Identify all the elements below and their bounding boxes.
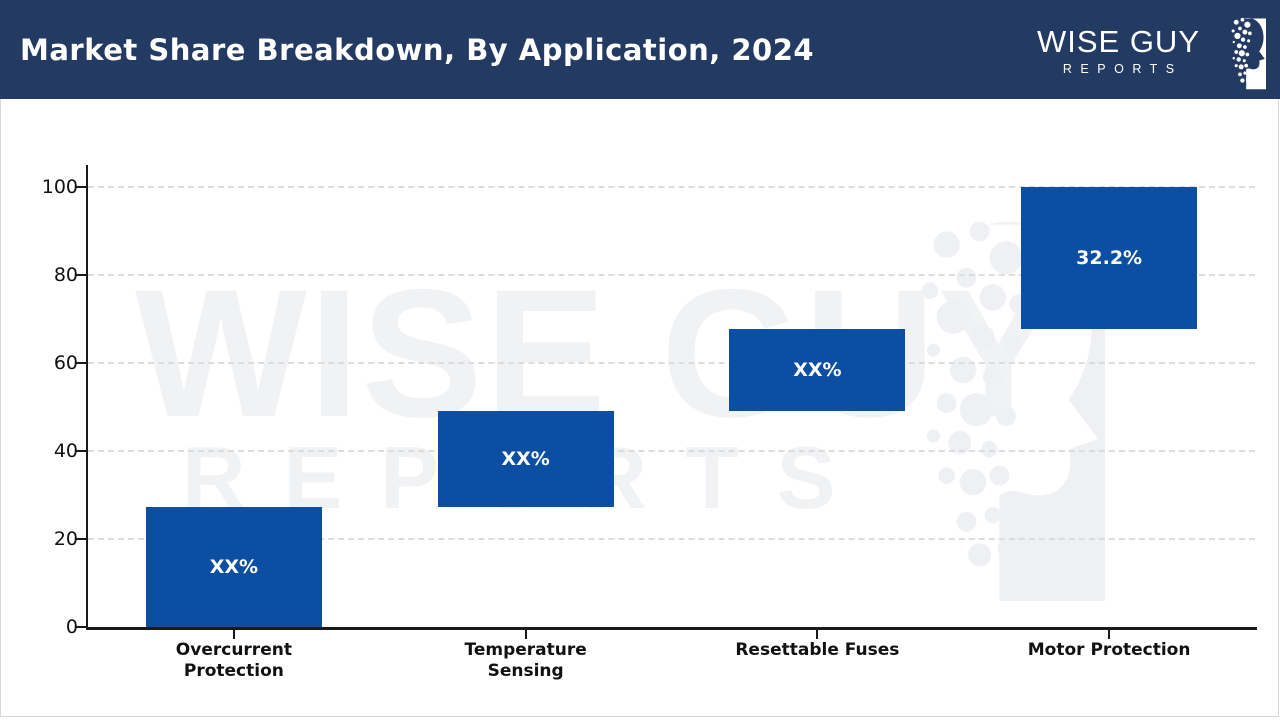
y-tick-mark-40 — [76, 450, 86, 452]
x-category-label-line: Protection — [183, 660, 284, 681]
y-tick-label-40: 40 — [53, 440, 78, 462]
logo-wordmark: WISE GUY — [1036, 24, 1200, 59]
bar-value-label: 32.2% — [1076, 246, 1143, 269]
bar-motor-protection: 32.2% — [1021, 187, 1198, 329]
x-category-label-line: Overcurrent — [175, 640, 292, 660]
gridline-40 — [88, 450, 1255, 452]
chart-title: Market Share Breakdown, By Application, … — [20, 32, 815, 67]
x-category-label-line: Temperature — [464, 640, 587, 660]
y-tick-mark-100 — [76, 186, 86, 188]
y-axis-line — [86, 165, 88, 629]
x-axis-line — [86, 627, 1257, 630]
bar-value-label: XX% — [793, 358, 842, 381]
x-tick-mark-3 — [1108, 630, 1111, 639]
bar-resettable-fuses: XX% — [729, 328, 906, 411]
x-category-label-resettable-fuses: Resettable Fuses — [697, 640, 937, 661]
wise-guy-logo: WISE GUY REPORTS — [1028, 6, 1268, 94]
x-category-label-motor-protection: Motor Protection — [989, 640, 1229, 661]
bar-temperature-sensing: XX% — [437, 410, 614, 507]
y-tick-mark-80 — [76, 274, 86, 276]
x-tick-mark-2 — [816, 630, 819, 639]
y-tick-label-100: 100 — [41, 176, 78, 198]
y-tick-label-80: 80 — [53, 264, 78, 286]
logo-text: WISE GUY REPORTS — [1037, 24, 1200, 76]
x-category-label-overcurrent-protection: Overcurrent Protection — [114, 640, 354, 681]
x-category-label-line: Sensing — [487, 660, 564, 681]
y-tick-label-20: 20 — [53, 528, 78, 550]
x-category-label-line: Motor Protection — [1027, 640, 1191, 660]
watermark-face-dots — [921, 221, 1105, 601]
bar-overcurrent-protection: XX% — [145, 506, 322, 627]
gridline-80 — [88, 274, 1255, 276]
logo-face-dots-icon — [1231, 17, 1266, 90]
y-tick-mark-60 — [76, 362, 86, 364]
x-category-label-line: Resettable Fuses — [735, 640, 900, 660]
logo-subtitle: REPORTS — [1062, 62, 1183, 76]
gridline-100 — [88, 186, 1255, 188]
y-tick-label-0: 0 — [65, 616, 78, 638]
x-tick-mark-0 — [232, 630, 235, 639]
plot-area: XX% XX% XX% 32.2% — [88, 165, 1255, 627]
y-tick-mark-0 — [76, 626, 86, 628]
x-tick-mark-1 — [524, 630, 527, 639]
gridline-60 — [88, 362, 1255, 364]
x-category-label-temperature-sensing: Temperature Sensing — [406, 640, 646, 681]
bar-value-label: XX% — [501, 447, 550, 470]
bar-value-label: XX% — [209, 555, 259, 578]
header-band: Market Share Breakdown, By Application, … — [0, 0, 1280, 99]
y-tick-mark-20 — [76, 538, 86, 540]
y-tick-label-60: 60 — [53, 352, 78, 374]
gridline-20 — [88, 538, 1255, 540]
